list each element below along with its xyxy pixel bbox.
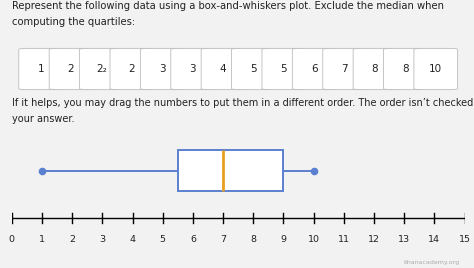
Text: Represent the following data using a box-and-whiskers plot. Exclude the median w: Represent the following data using a box… <box>12 1 444 11</box>
FancyBboxPatch shape <box>262 48 306 90</box>
Text: 5: 5 <box>281 64 287 74</box>
Text: khanacademy.org: khanacademy.org <box>404 260 460 265</box>
Text: 5: 5 <box>250 64 257 74</box>
Text: 7: 7 <box>341 64 348 74</box>
Text: your answer.: your answer. <box>12 114 74 124</box>
Text: 13: 13 <box>398 234 410 244</box>
FancyBboxPatch shape <box>171 48 214 90</box>
Text: 1: 1 <box>39 234 45 244</box>
Text: 15: 15 <box>458 234 471 244</box>
Text: 11: 11 <box>338 234 350 244</box>
Text: computing the quartiles:: computing the quartiles: <box>12 17 135 27</box>
Text: 7: 7 <box>220 234 226 244</box>
FancyBboxPatch shape <box>140 48 184 90</box>
FancyBboxPatch shape <box>201 48 245 90</box>
Text: 8: 8 <box>372 64 378 74</box>
Text: 2: 2 <box>69 234 75 244</box>
Text: 2: 2 <box>68 64 74 74</box>
Text: 10: 10 <box>308 234 319 244</box>
Text: 8: 8 <box>250 234 256 244</box>
Text: 2₂: 2₂ <box>96 64 107 74</box>
FancyBboxPatch shape <box>383 48 427 90</box>
FancyBboxPatch shape <box>49 48 93 90</box>
FancyBboxPatch shape <box>232 48 275 90</box>
Text: If it helps, you may drag the numbers to put them in a different order. The orde: If it helps, you may drag the numbers to… <box>12 98 474 108</box>
FancyBboxPatch shape <box>414 48 457 90</box>
Text: 1: 1 <box>37 64 44 74</box>
FancyBboxPatch shape <box>110 48 154 90</box>
Text: 6: 6 <box>190 234 196 244</box>
FancyBboxPatch shape <box>323 48 366 90</box>
Text: 3: 3 <box>100 234 105 244</box>
Text: 5: 5 <box>160 234 166 244</box>
FancyBboxPatch shape <box>353 48 397 90</box>
Text: 2: 2 <box>128 64 135 74</box>
Text: 12: 12 <box>368 234 380 244</box>
Text: 0: 0 <box>9 234 15 244</box>
Bar <box>178 150 283 191</box>
FancyBboxPatch shape <box>80 48 123 90</box>
Text: 10: 10 <box>429 64 442 74</box>
Text: 3: 3 <box>189 64 196 74</box>
FancyBboxPatch shape <box>292 48 336 90</box>
Text: 4: 4 <box>129 234 136 244</box>
Text: 6: 6 <box>311 64 318 74</box>
Text: 14: 14 <box>428 234 440 244</box>
Text: 9: 9 <box>281 234 286 244</box>
Text: 3: 3 <box>159 64 165 74</box>
FancyBboxPatch shape <box>19 48 63 90</box>
Text: 4: 4 <box>219 64 226 74</box>
Text: 8: 8 <box>402 64 409 74</box>
